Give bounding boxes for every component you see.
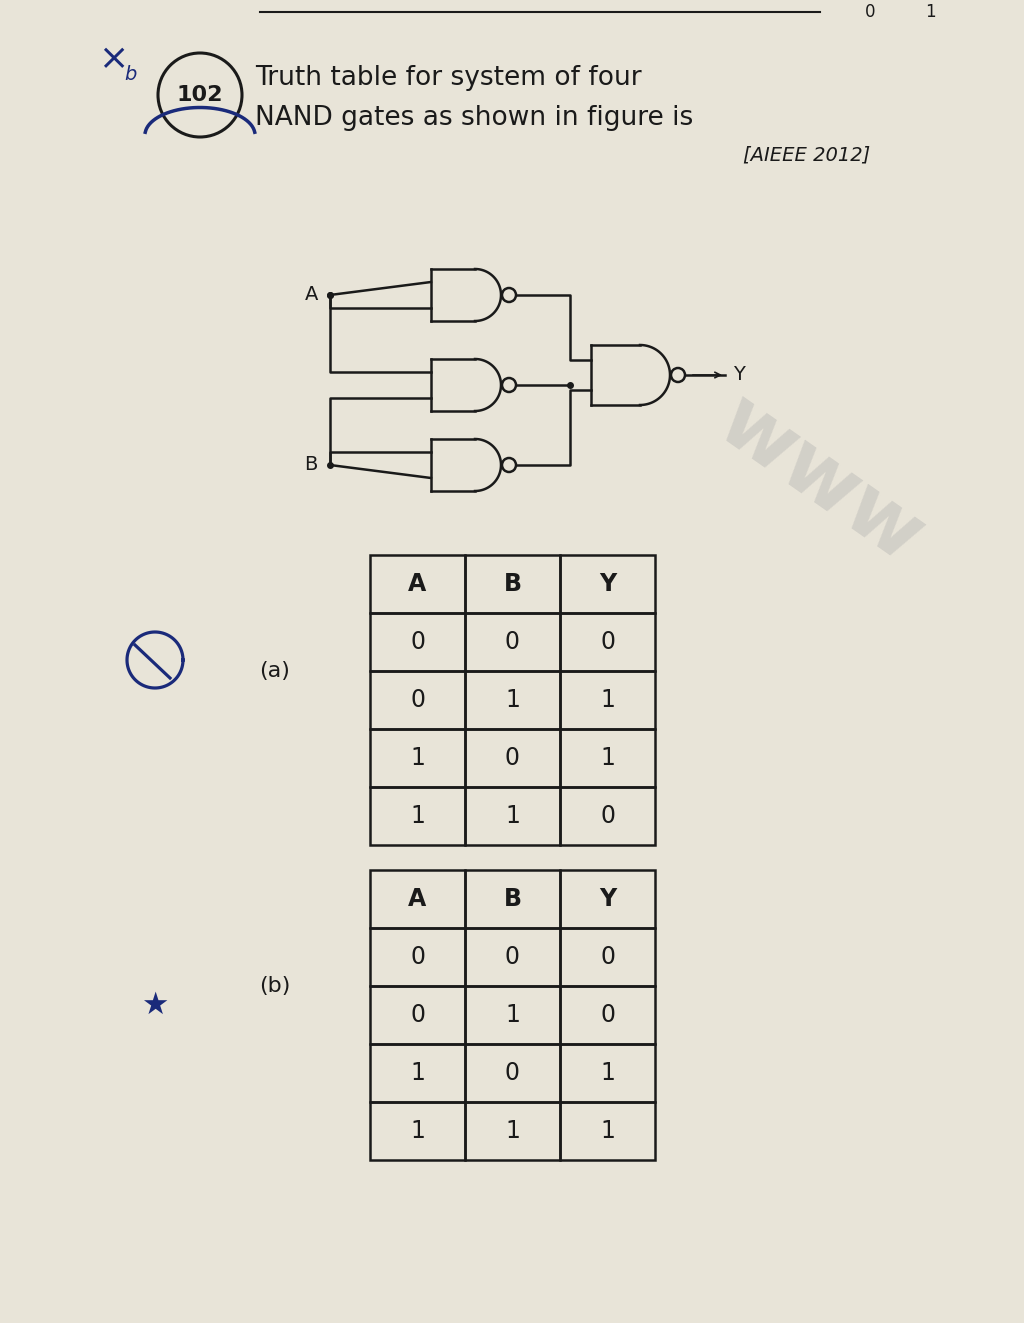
Bar [370, 1044, 465, 1102]
Bar [370, 671, 465, 729]
Bar [465, 671, 560, 729]
Bar [560, 613, 655, 671]
Text: Y: Y [599, 886, 616, 912]
Bar [560, 1044, 655, 1102]
Text: 1: 1 [505, 804, 520, 828]
Text: 1: 1 [600, 1119, 615, 1143]
Bar [560, 787, 655, 845]
Bar [465, 613, 560, 671]
Bar [560, 729, 655, 787]
Text: 0: 0 [505, 945, 520, 968]
Bar [560, 671, 655, 729]
Bar [465, 729, 560, 787]
Text: 1: 1 [600, 688, 615, 712]
Text: Y: Y [599, 572, 616, 595]
Text: (a): (a) [259, 662, 291, 681]
Text: 1: 1 [410, 1061, 425, 1085]
Bar [370, 986, 465, 1044]
Text: 1: 1 [600, 1061, 615, 1085]
Bar [370, 729, 465, 787]
Text: A: A [409, 886, 427, 912]
Text: 1: 1 [410, 804, 425, 828]
Text: 1: 1 [410, 1119, 425, 1143]
Bar [560, 1102, 655, 1160]
Text: 0: 0 [505, 746, 520, 770]
Bar [560, 986, 655, 1044]
Text: NAND gates as shown in figure is: NAND gates as shown in figure is [255, 105, 693, 131]
Bar [370, 556, 465, 613]
Text: 0: 0 [505, 630, 520, 654]
Bar [560, 556, 655, 613]
Text: 0: 0 [410, 1003, 425, 1027]
Text: 0: 0 [600, 945, 615, 968]
Text: A: A [409, 572, 427, 595]
Text: 1: 1 [600, 746, 615, 770]
Text: [AIEEE 2012]: [AIEEE 2012] [742, 146, 870, 164]
Text: Y: Y [733, 365, 744, 385]
Bar [370, 927, 465, 986]
Text: 0: 0 [410, 945, 425, 968]
Bar [370, 1102, 465, 1160]
Text: 0: 0 [600, 630, 615, 654]
Circle shape [671, 368, 685, 382]
Bar [560, 871, 655, 927]
Bar [370, 613, 465, 671]
Text: 1: 1 [925, 3, 935, 21]
Bar [465, 787, 560, 845]
Text: 1: 1 [505, 688, 520, 712]
Bar [465, 871, 560, 927]
Text: 1: 1 [410, 746, 425, 770]
Bar [465, 986, 560, 1044]
Text: 1: 1 [505, 1119, 520, 1143]
Text: (b): (b) [259, 976, 291, 996]
Bar [560, 927, 655, 986]
Circle shape [502, 288, 516, 302]
Bar [465, 1044, 560, 1102]
Text: Truth table for system of four: Truth table for system of four [255, 65, 642, 91]
Text: B: B [504, 886, 521, 912]
Text: 102: 102 [177, 85, 223, 105]
Bar [465, 927, 560, 986]
Text: $\times$: $\times$ [98, 41, 126, 75]
Text: 1: 1 [505, 1003, 520, 1027]
Circle shape [502, 458, 516, 472]
Text: B: B [504, 572, 521, 595]
Text: 0: 0 [505, 1061, 520, 1085]
Text: B: B [304, 455, 318, 475]
Text: b: b [124, 66, 136, 85]
Bar [370, 787, 465, 845]
Circle shape [502, 378, 516, 392]
Text: 0: 0 [600, 1003, 615, 1027]
Text: www: www [702, 381, 938, 579]
Text: A: A [304, 286, 318, 304]
Text: 0: 0 [600, 804, 615, 828]
Bar [370, 871, 465, 927]
Text: ★: ★ [141, 991, 169, 1020]
Text: 0: 0 [410, 630, 425, 654]
Bar [465, 1102, 560, 1160]
Text: 0: 0 [864, 3, 876, 21]
Bar [465, 556, 560, 613]
Text: 0: 0 [410, 688, 425, 712]
